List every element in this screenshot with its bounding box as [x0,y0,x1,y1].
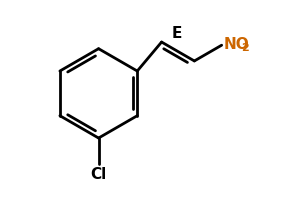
Text: 2: 2 [241,43,249,53]
Text: E: E [172,26,182,41]
Text: Cl: Cl [91,167,107,183]
Text: NO: NO [224,37,249,52]
